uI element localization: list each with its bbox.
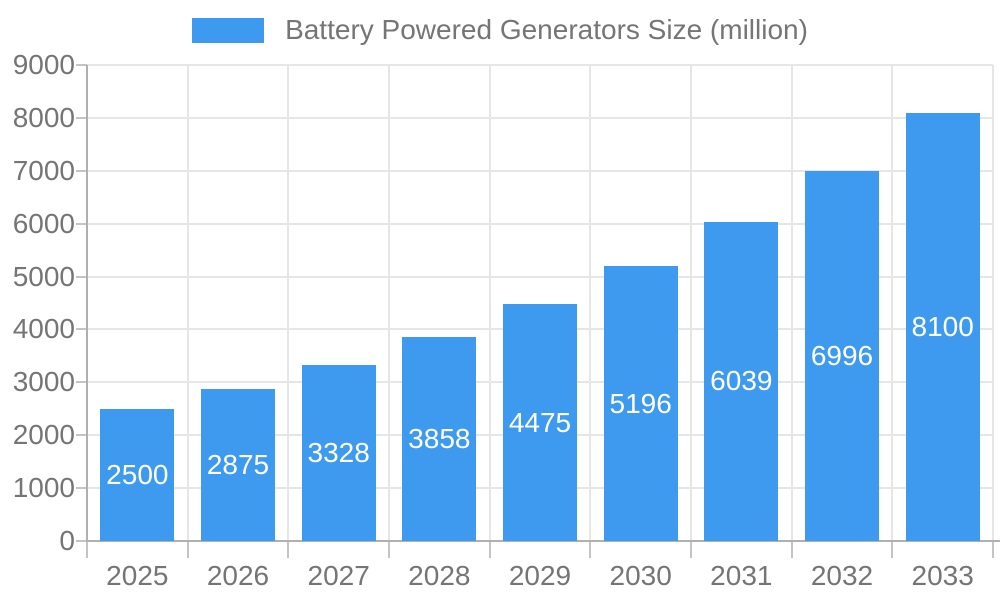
v-gridline — [388, 65, 390, 541]
bar-value-label: 2875 — [206, 448, 270, 480]
y-axis-line — [86, 65, 88, 541]
y-axis-tick — [76, 487, 87, 490]
bar[interactable]: 6996 — [805, 170, 879, 541]
bar[interactable]: 3328 — [301, 364, 376, 541]
h-gridline — [87, 169, 993, 172]
x-tick-label: 2025 — [106, 560, 169, 591]
x-tick-label: 2032 — [810, 560, 874, 591]
y-axis-tick — [76, 116, 87, 119]
x-axis-tick — [891, 542, 894, 558]
v-gridline — [790, 65, 793, 541]
y-axis-tick — [76, 328, 87, 331]
bar[interactable]: 2875 — [201, 388, 275, 541]
x-axis-tick — [790, 542, 793, 558]
v-gridline — [186, 65, 189, 541]
h-gridline — [87, 222, 993, 225]
bar-value-label: 3328 — [307, 436, 370, 468]
x-tick-label: 2031 — [710, 560, 773, 591]
bar[interactable]: 4475 — [503, 304, 577, 541]
legend-label: Battery Powered Generators Size (million… — [285, 14, 808, 45]
y-tick-label: 2000 — [12, 419, 75, 451]
x-tick-label: 2029 — [508, 560, 572, 591]
bar[interactable]: 3858 — [402, 336, 477, 541]
y-axis-tick — [76, 434, 87, 437]
legend-swatch-icon — [192, 17, 265, 43]
x-axis-tick — [186, 542, 189, 558]
x-axis-line — [86, 540, 1000, 542]
bar-value-label: 8100 — [911, 310, 974, 342]
y-axis-tick — [76, 275, 87, 278]
y-tick-label: 6000 — [12, 207, 75, 239]
v-gridline — [589, 65, 592, 541]
x-axis-tick — [589, 542, 592, 558]
v-gridline — [891, 65, 894, 541]
bar-value-label: 5196 — [609, 387, 672, 419]
y-tick-label: 4000 — [12, 313, 75, 345]
x-axis-tick — [287, 542, 290, 558]
y-tick-label: 3000 — [12, 366, 75, 398]
bar-value-label: 4475 — [508, 406, 572, 438]
y-axis-tick — [76, 540, 87, 542]
legend[interactable]: Battery Powered Generators Size (million… — [0, 14, 1000, 46]
v-gridline — [992, 65, 994, 541]
bar[interactable]: 5196 — [603, 266, 678, 541]
h-gridline — [87, 275, 993, 278]
x-axis-tick — [388, 542, 390, 558]
x-axis-tick — [488, 542, 491, 558]
v-gridline — [287, 65, 290, 541]
x-axis-tick — [86, 542, 88, 558]
bar-value-label: 6996 — [810, 339, 874, 371]
y-tick-label: 5000 — [12, 260, 75, 292]
h-gridline — [87, 64, 993, 66]
bar-value-label: 2500 — [106, 458, 169, 490]
x-tick-label: 2026 — [206, 560, 270, 591]
y-axis-tick — [76, 169, 87, 172]
y-tick-label: 9000 — [12, 49, 75, 80]
bar[interactable]: 6039 — [704, 221, 779, 541]
y-axis-tick — [76, 64, 87, 66]
v-gridline — [488, 65, 491, 541]
bar-value-label: 6039 — [710, 365, 773, 397]
y-axis-tick — [76, 222, 87, 225]
x-tick-label: 2033 — [911, 560, 974, 591]
y-axis-tick — [76, 381, 87, 384]
x-tick-label: 2028 — [408, 560, 471, 591]
x-axis-tick — [690, 542, 692, 558]
x-tick-label: 2027 — [307, 560, 370, 591]
v-gridline — [690, 65, 692, 541]
bar[interactable]: 8100 — [905, 112, 980, 541]
h-gridline — [87, 116, 993, 119]
y-tick-label: 0 — [59, 525, 75, 556]
y-tick-label: 7000 — [12, 154, 75, 186]
bar-value-label: 3858 — [408, 422, 471, 454]
y-tick-label: 8000 — [12, 101, 75, 133]
y-tick-label: 1000 — [12, 472, 75, 504]
bar[interactable]: 2500 — [100, 408, 175, 541]
x-axis-tick — [992, 542, 994, 558]
x-tick-label: 2030 — [609, 560, 672, 591]
